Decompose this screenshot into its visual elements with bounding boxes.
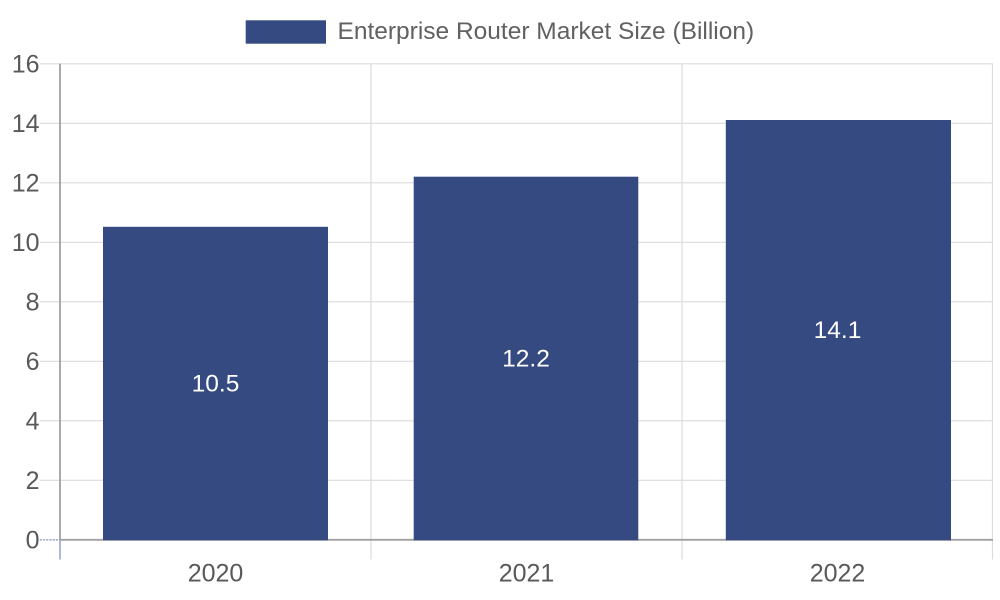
svg-text:16: 16 <box>12 50 40 78</box>
svg-text:6: 6 <box>26 348 40 376</box>
svg-text:Enterprise Router Market Size: Enterprise Router Market Size (Billion) <box>338 18 755 45</box>
svg-text:4: 4 <box>26 407 40 435</box>
svg-text:12.2: 12.2 <box>502 345 550 372</box>
svg-text:2022: 2022 <box>810 560 866 588</box>
svg-text:2021: 2021 <box>499 560 555 588</box>
svg-text:10.5: 10.5 <box>192 371 240 398</box>
svg-text:2: 2 <box>26 467 40 495</box>
svg-text:2020: 2020 <box>188 560 244 588</box>
svg-text:0: 0 <box>26 526 40 554</box>
svg-text:14.1: 14.1 <box>814 317 862 344</box>
svg-text:10: 10 <box>12 229 40 257</box>
svg-text:14: 14 <box>12 110 40 138</box>
svg-text:8: 8 <box>26 288 40 316</box>
svg-text:12: 12 <box>12 169 40 197</box>
